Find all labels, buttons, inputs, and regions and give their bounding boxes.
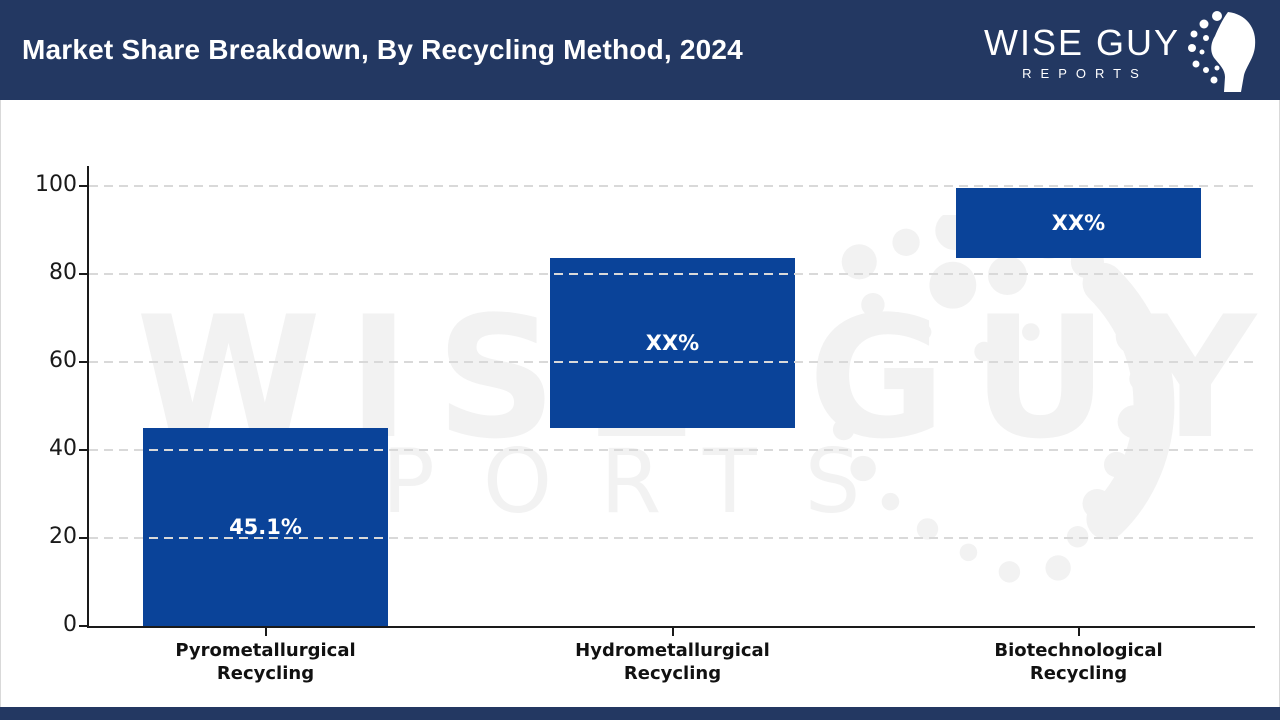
x-axis-line — [87, 626, 1255, 628]
gridline — [89, 185, 1254, 187]
plot-area: 0 20 40 60 80 100 45.1% Pyrometallurgical Recyc… — [1, 100, 1279, 707]
y-tick-label: 60 — [49, 348, 77, 373]
gridline — [89, 537, 1254, 539]
y-tick — [79, 185, 88, 187]
logo-wordmark: WISE GUY REPORTS — [984, 22, 1180, 81]
chart-area: WISE GUY REPORTS — [0, 100, 1280, 707]
gridline — [89, 361, 1254, 363]
brand-logo: WISE GUY REPORTS — [984, 8, 1262, 94]
x-tick — [264, 628, 267, 636]
y-tick-label: 80 — [49, 260, 77, 285]
footer-bar — [0, 707, 1280, 720]
y-tick-label: 40 — [49, 436, 77, 461]
y-tick-label: 0 — [63, 612, 77, 637]
bar — [550, 257, 795, 428]
logo-head-icon — [1188, 11, 1256, 92]
x-tick — [671, 628, 674, 636]
y-tick — [79, 273, 88, 275]
y-tick-label: 100 — [35, 172, 77, 197]
y-axis-line — [87, 166, 89, 628]
y-tick — [79, 361, 88, 363]
bar — [143, 427, 388, 626]
x-category-label: Hydrometallurgical Recycling — [575, 640, 770, 684]
x-category-label: Biotechnological Recycling — [994, 640, 1163, 684]
x-category-label: Pyrometallurgical Recycling — [175, 640, 356, 684]
y-tick — [79, 449, 88, 451]
logo-wordmark-line1: WISE GUY — [983, 21, 1180, 63]
gridline — [89, 449, 1254, 451]
y-tick — [79, 537, 88, 539]
y-tick — [79, 625, 88, 627]
gridline — [89, 273, 1254, 275]
header-bar: Market Share Breakdown, By Recycling Met… — [0, 0, 1280, 100]
bar — [956, 187, 1201, 258]
y-tick-label: 20 — [49, 524, 77, 549]
logo-wordmark-line2: REPORTS — [1022, 65, 1148, 81]
chart-title: Market Share Breakdown, By Recycling Met… — [22, 34, 743, 65]
x-tick — [1077, 628, 1080, 636]
